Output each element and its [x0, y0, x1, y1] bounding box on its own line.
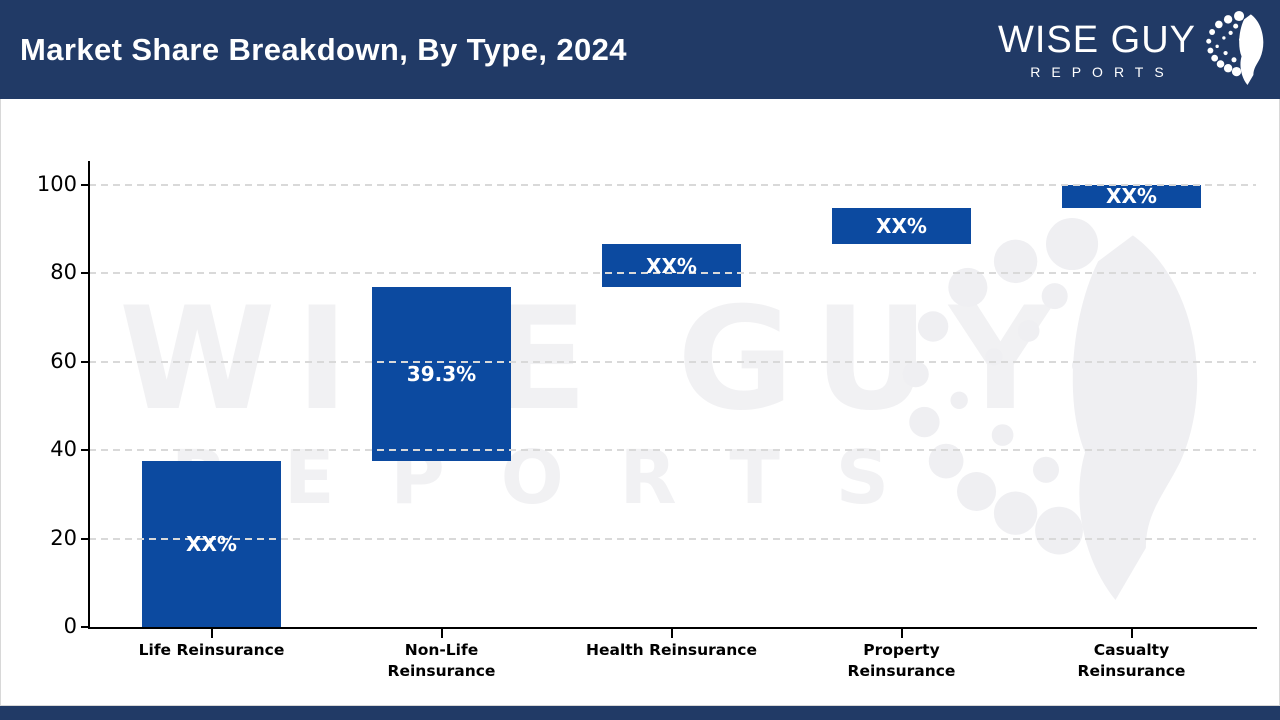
x-axis-category-label: Casualty Reinsurance	[1077, 641, 1186, 680]
x-axis-line	[88, 627, 1257, 629]
logo-face-icon	[1202, 7, 1266, 93]
y-axis-tick-label: 0	[63, 614, 77, 638]
x-axis-category-label: Life Reinsurance	[138, 641, 285, 659]
y-axis-tick-label: 40	[50, 437, 77, 462]
brand-logo: WISE GUY REPORTS	[998, 7, 1266, 93]
gridline-40	[89, 449, 1256, 452]
y-axis-tick-label: 20	[50, 525, 77, 550]
brand-subname: REPORTS	[1030, 63, 1175, 80]
x-axis-category-label: Non-Life Reinsurance	[387, 641, 496, 680]
x-tick-mark	[1130, 629, 1133, 638]
x-tick-mark	[670, 629, 673, 638]
watermark-face-icon	[881, 209, 1211, 613]
x-tick-mark	[900, 629, 903, 638]
bar-value-label: XX%	[646, 253, 697, 278]
bar-segment	[602, 244, 741, 288]
y-tick-mark	[81, 272, 89, 275]
x-tick-mark	[210, 629, 213, 638]
bar-segment	[372, 287, 511, 461]
y-tick-mark	[81, 360, 89, 363]
y-axis-tick-label: 80	[50, 260, 77, 285]
bar-segment	[1062, 185, 1201, 208]
gridline-100	[89, 184, 1256, 186]
footer-bar	[0, 706, 1280, 720]
gridline-60	[89, 360, 1256, 363]
x-tick-mark	[440, 629, 443, 638]
y-axis-tick-label: 100	[36, 172, 77, 196]
brand-logo-text: WISE GUY REPORTS	[998, 21, 1196, 79]
gridline-20	[89, 537, 1256, 540]
x-axis-category-label: Health Reinsurance	[586, 641, 757, 659]
header-bar: Market Share Breakdown, By Type, 2024 WI…	[0, 0, 1280, 99]
gridline-80	[89, 272, 1256, 275]
bar-segment	[832, 207, 971, 245]
y-tick-mark	[81, 626, 89, 628]
watermark-text-line1: WISE GUY	[119, 277, 1072, 442]
y-tick-mark	[81, 184, 89, 186]
brand-name: WISE GUY	[997, 18, 1196, 61]
bar-value-label: XX%	[1106, 184, 1157, 209]
bar-value-label: XX%	[876, 214, 927, 239]
bar-segment	[142, 460, 281, 627]
y-axis-tick-label: 60	[50, 348, 77, 373]
y-tick-mark	[81, 449, 89, 452]
y-tick-mark	[81, 537, 89, 540]
bar-value-label: 39.3%	[406, 361, 477, 386]
y-axis-line	[88, 161, 90, 629]
bar-value-label: XX%	[186, 531, 237, 556]
chart-title: Market Share Breakdown, By Type, 2024	[20, 31, 627, 67]
x-axis-category-label: Property Reinsurance	[847, 641, 956, 680]
watermark-text-line2: REPORTS	[171, 435, 946, 521]
chart-plot-area: WISE GUY REPORTS 0 20 40 60 80 100 XX% Life Rei…	[0, 99, 1280, 706]
